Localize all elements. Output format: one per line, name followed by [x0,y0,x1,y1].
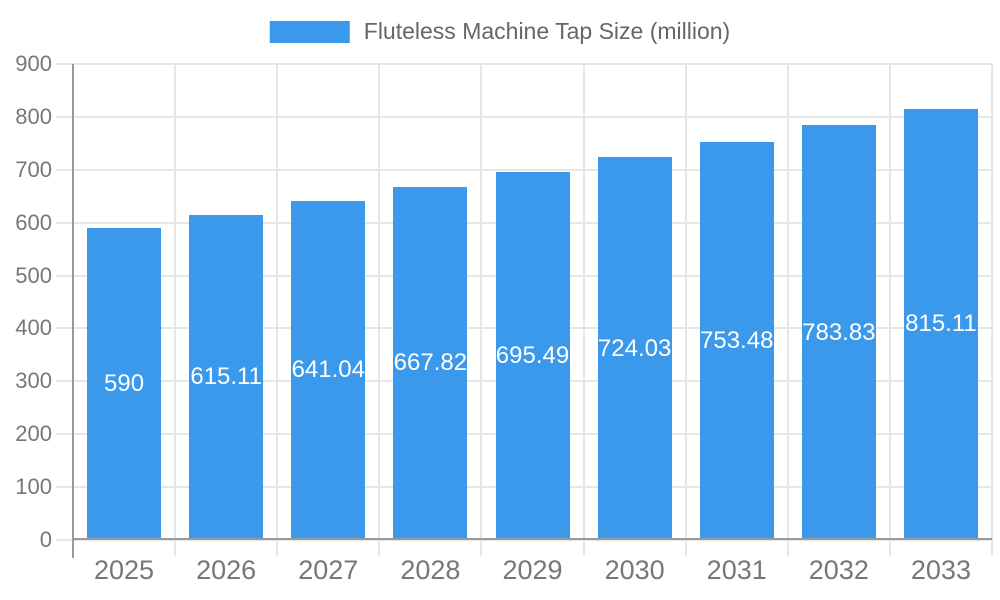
gridline-vertical [276,64,279,556]
bar[interactable] [495,172,570,540]
bar-value-label: 590 [104,369,145,397]
bar-value-label: 753.48 [700,326,774,354]
legend-label: Fluteless Machine Tap Size (million) [363,18,731,44]
bar[interactable] [801,125,876,540]
gridline-vertical [480,64,483,556]
bar-value-label: 815.11 [905,310,977,338]
bar-value-label: 615.11 [190,363,262,391]
y-axis-tick-label: 300 [15,368,52,394]
bar[interactable] [699,141,774,540]
y-axis-tick-label: 700 [15,156,52,182]
x-axis-tick-label: 2030 [604,555,665,585]
bar[interactable] [189,214,264,540]
y-axis-tick-label: 600 [15,209,52,235]
gridline-vertical [378,64,381,556]
gridline-vertical [888,64,891,556]
x-axis-tick-label: 2026 [196,555,257,585]
chart-legend: Fluteless Machine Tap Size (million) [269,18,731,44]
y-axis-line [72,64,74,558]
y-axis-tick-label: 800 [15,103,52,129]
gridline-horizontal [56,168,992,171]
gridline-vertical [174,64,177,556]
x-axis-tick-label: 2029 [502,555,563,585]
y-axis-tick-label: 900 [15,51,52,76]
plot-area: 590 615.11 641.04 667.82 695.49 724.03 753.48 7… [56,63,993,558]
x-axis-tick-label: 2025 [94,555,155,585]
gridline-vertical [582,64,585,556]
bar[interactable] [291,200,366,540]
y-axis-tick-label: 500 [15,262,52,288]
y-axis-tick-label: 0 [39,527,52,552]
bar-value-label: 724.03 [597,334,672,362]
bar-value-label: 641.04 [291,356,365,384]
gridline-vertical [786,64,789,556]
bar[interactable] [87,227,162,540]
y-axis-tick-label: 400 [15,315,52,341]
bar-value-label: 783.83 [802,318,876,346]
gridline-horizontal [56,63,992,65]
bar[interactable] [393,186,468,540]
x-axis-tick-label: 2032 [808,555,869,585]
legend-item[interactable]: Fluteless Machine Tap Size (million) [269,18,731,44]
x-axis-tick-label: 2031 [706,555,767,585]
y-axis-tick-label: 200 [15,421,52,447]
gridline-vertical [991,64,993,556]
bar-value-label: 667.82 [393,349,468,377]
bar[interactable] [597,157,672,540]
x-axis-tick-label: 2027 [298,555,359,585]
bar-value-label: 695.49 [495,342,570,370]
bar[interactable] [903,108,978,540]
gridline-horizontal [56,539,992,541]
gridline-horizontal [56,115,992,118]
y-axis-tick-label: 100 [15,474,52,500]
legend-swatch-icon [269,20,350,43]
y-axis-tick-labels: 0 100 200 300 400 500 600 700 800 900 [0,53,52,551]
x-axis-tick-label: 2033 [910,555,971,585]
x-axis-tick-label: 2028 [400,555,461,585]
x-axis-tick-labels: 2025 2026 2027 2028 2029 2030 2031 2032 2033 [73,557,992,591]
gridline-vertical [684,64,687,556]
x-axis-line [73,538,992,540]
